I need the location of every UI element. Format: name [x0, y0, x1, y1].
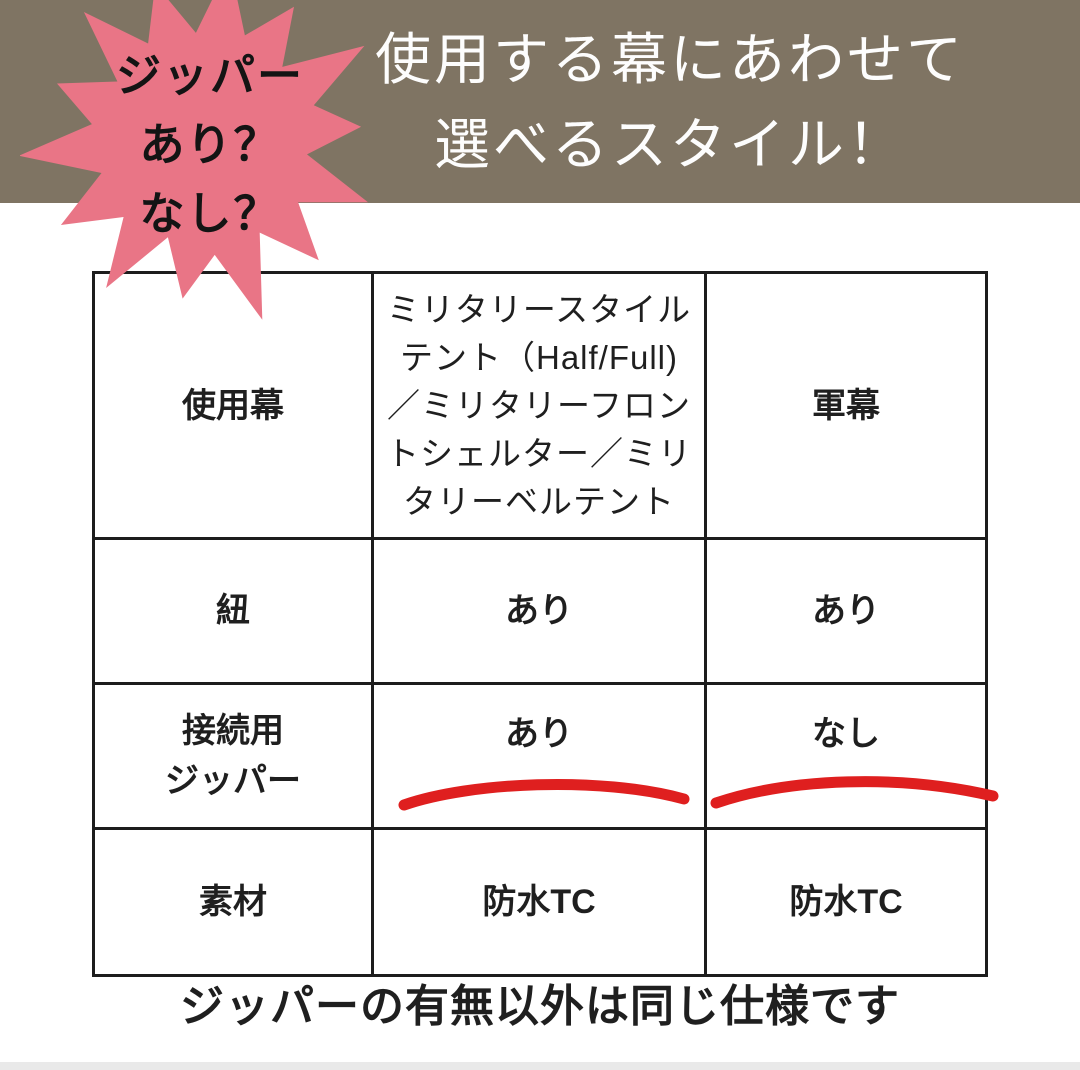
- cell-usage-military: ミリタリースタイル テント（Half/Full) ／ミリタリーフロン トシェルタ…: [374, 274, 707, 540]
- cell-zipper-gunmaku: なし: [707, 685, 985, 830]
- cell-material-gunmaku: 防水TC: [789, 883, 903, 921]
- starburst-badge-label: ジッパー あり？ なし？: [115, 50, 304, 239]
- footer-note: ジッパーの有無以外は同じ仕様です: [180, 982, 900, 1031]
- cell-usage-label: 使用幕: [95, 274, 374, 540]
- cell-usage-gunmaku: 軍幕: [707, 274, 985, 540]
- page-title-line2: 選べるスタイル！: [434, 112, 906, 176]
- page-title-line1: 使用する幕にあわせて: [375, 27, 965, 91]
- cell-zipper-military: あり: [374, 685, 707, 830]
- cell-cord-label: 紐: [95, 540, 374, 685]
- cell-material-label: 素材: [95, 830, 374, 974]
- cell-cord-military: あり: [374, 540, 707, 685]
- starburst-badge: [20, 0, 368, 320]
- cell-material-military: 防水TC: [374, 830, 707, 974]
- starburst-icon: [20, 0, 368, 320]
- bottom-edge-strip: [0, 1062, 1080, 1070]
- cell-zipper-label: 接続用 ジッパー: [95, 685, 374, 830]
- spec-table: 使用幕 ミリタリースタイル テント（Half/Full) ／ミリタリーフロン ト…: [92, 271, 988, 977]
- page-title: 使用する幕にあわせて 選べるスタイル！: [310, 0, 1030, 203]
- cell-cord-gunmaku: あり: [707, 540, 985, 685]
